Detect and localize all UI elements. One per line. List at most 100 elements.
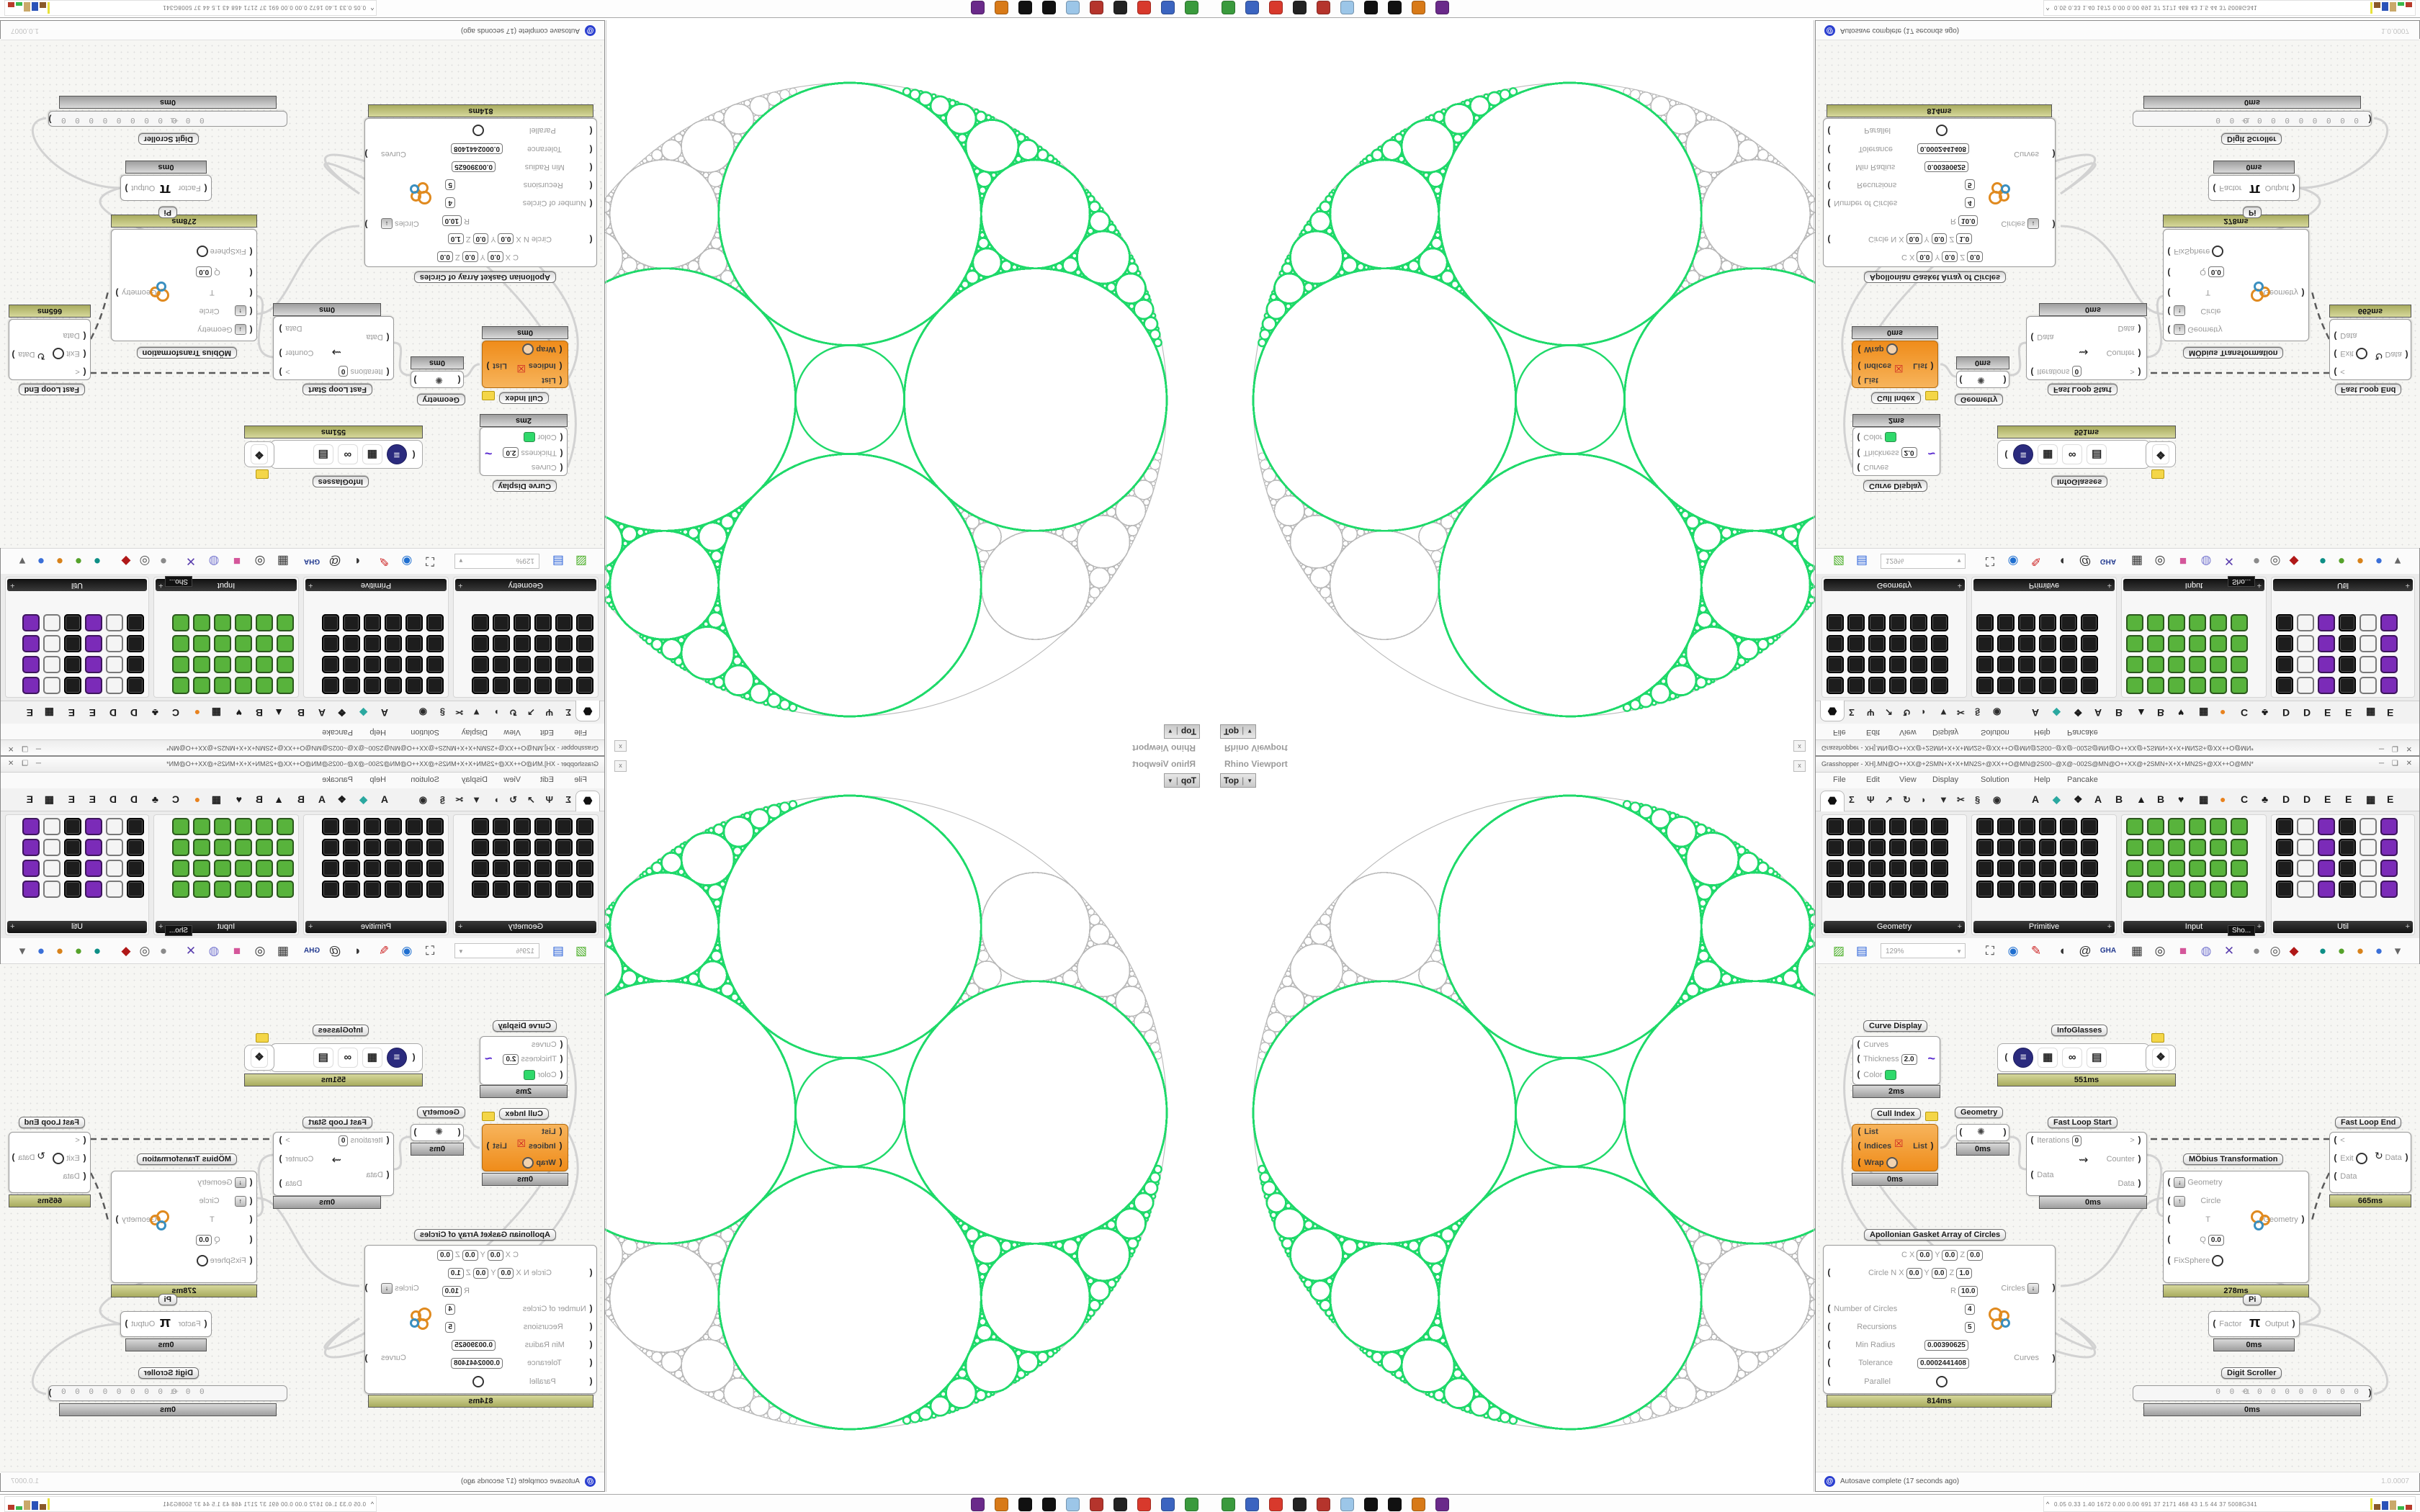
display-blue-icon[interactable]: ● xyxy=(37,554,45,568)
tab-plugin-2[interactable]: ❖ xyxy=(2074,707,2083,719)
open-file-icon[interactable]: ▨ xyxy=(1832,944,1845,958)
tab-icon-7[interactable]: § xyxy=(439,794,445,805)
palette-icon[interactable] xyxy=(2039,656,2056,673)
sphere-icon[interactable]: ● xyxy=(2252,944,2261,958)
save-file-icon[interactable]: ▤ xyxy=(552,944,565,958)
node-plugin-chip[interactable]: ❖ xyxy=(244,441,274,467)
node-curve-display[interactable]: ( Curves ( Thickness 2.0 ( Color ~ xyxy=(1852,1036,1940,1085)
color-swatch[interactable] xyxy=(524,431,536,442)
palette-icon[interactable] xyxy=(106,635,123,652)
tab-icon-5[interactable]: ▼ xyxy=(1939,707,1948,718)
sphere-icon[interactable]: ● xyxy=(159,554,168,568)
palette-icon[interactable] xyxy=(2126,818,2143,835)
taskbar-app-save-disk[interactable] xyxy=(1161,1,1175,14)
flatten-icon[interactable]: ↓ xyxy=(234,324,246,335)
palette-icon[interactable] xyxy=(106,614,123,631)
node-pi[interactable]: ( Factor π Output ) xyxy=(120,175,212,201)
flatten-icon[interactable]: ↓ xyxy=(381,218,393,229)
palette-icon[interactable] xyxy=(2276,881,2293,898)
palette-icon[interactable] xyxy=(2060,635,2077,652)
palette-icon[interactable] xyxy=(426,677,444,694)
palette-icon[interactable] xyxy=(343,860,360,877)
tab-plugin-13[interactable]: D xyxy=(2303,707,2311,719)
palette-icon[interactable] xyxy=(2380,677,2398,694)
menu-display[interactable]: Display xyxy=(461,775,488,784)
package-icon[interactable]: ■ xyxy=(233,944,241,958)
flatten-icon[interactable]: ↓ xyxy=(2027,218,2039,229)
palette-icon[interactable] xyxy=(426,635,444,652)
palette-icon[interactable] xyxy=(2060,839,2077,856)
menu-pancake[interactable]: Pancake xyxy=(2067,775,2098,784)
tab-plugin-9[interactable]: ● xyxy=(194,707,200,719)
palette-icon[interactable] xyxy=(2276,677,2293,694)
palette-icon[interactable] xyxy=(214,881,231,898)
at-icon[interactable]: @ xyxy=(328,944,341,958)
tab-plugin-17[interactable]: E xyxy=(26,707,33,719)
goggles-icon[interactable]: ∞ xyxy=(2062,444,2083,464)
node-fast-loop-start[interactable]: ( Iterations 0 > ) Counter ) ( Data Data… xyxy=(273,1132,394,1196)
palette-icon[interactable] xyxy=(64,614,81,631)
palette-icon[interactable] xyxy=(2189,839,2206,856)
list-icon[interactable]: ≡ xyxy=(386,1048,407,1068)
expand-icon[interactable]: + xyxy=(2257,581,2262,590)
tab-plugin-1[interactable]: ◆ xyxy=(2053,793,2061,805)
palette-icon[interactable] xyxy=(1976,677,1994,694)
find-icon[interactable]: ◎ xyxy=(2154,944,2166,958)
node-label-mobius[interactable]: MÖbius Transformation xyxy=(2183,1153,2284,1165)
palette-icon[interactable] xyxy=(2276,860,2293,877)
palette-icon[interactable] xyxy=(322,635,339,652)
palette-icon[interactable] xyxy=(193,881,210,898)
package-icon[interactable]: ■ xyxy=(2179,554,2187,568)
palette-icon[interactable] xyxy=(385,656,402,673)
taskbar-app-qr-two[interactable] xyxy=(1388,1498,1402,1511)
palette-icon[interactable] xyxy=(2380,860,2398,877)
tab-icon-5[interactable]: ▼ xyxy=(1939,794,1948,805)
tab-icon-7[interactable]: § xyxy=(439,707,445,718)
palette-icon[interactable] xyxy=(2081,677,2098,694)
palette-icon[interactable] xyxy=(322,881,339,898)
fixsphere-toggle[interactable] xyxy=(2212,246,2224,257)
palette-icon[interactable] xyxy=(2126,635,2143,652)
expand-icon[interactable]: + xyxy=(2107,581,2112,590)
palette-icon[interactable] xyxy=(85,818,102,835)
palette-icon[interactable] xyxy=(256,656,273,673)
tab-plugin-8[interactable]: ▦ xyxy=(2199,707,2209,719)
palette-icon[interactable] xyxy=(2081,614,2098,631)
palette-icon[interactable] xyxy=(405,818,423,835)
palette-group-label[interactable]: Geometry + xyxy=(455,921,596,933)
palette-icon[interactable] xyxy=(2189,635,2206,652)
palette-icon[interactable] xyxy=(2380,656,2398,673)
palette-icon[interactable] xyxy=(235,656,252,673)
palette-icon[interactable] xyxy=(1976,881,1994,898)
grid-icon[interactable]: ▦ xyxy=(2038,1048,2058,1068)
tab-plugin-6[interactable]: B xyxy=(2157,793,2165,805)
grasshopper-titlebar[interactable]: Grasshopper - XH].MN@O++XX@+2SMN+X+X+MN2… xyxy=(1,757,604,773)
tab-plugin-10[interactable]: C xyxy=(171,793,179,805)
tab-plugin-15[interactable]: E xyxy=(2345,707,2352,719)
drawer-icon[interactable]: ▤ xyxy=(313,1048,333,1068)
palette-icon[interactable] xyxy=(64,635,81,652)
palette-icon[interactable] xyxy=(472,860,489,877)
palette-icon[interactable] xyxy=(2060,881,2077,898)
palette-icon[interactable] xyxy=(2018,614,2035,631)
tab-icon-8[interactable]: ◉ xyxy=(1993,707,2002,718)
node-label-fast-loop-start[interactable]: Fast Loop Start xyxy=(2048,384,2118,395)
palette-icon[interactable] xyxy=(2339,860,2356,877)
node-fast-loop-end[interactable]: ( < ( Exit Data ) ( Data ↻ xyxy=(9,1132,91,1193)
palette-icon[interactable] xyxy=(193,677,210,694)
node-label-cull-index[interactable]: Cull Index xyxy=(499,1108,549,1120)
grasshopper-canvas[interactable]: Curve Display ( Curves ( Thickness 2.0 (… xyxy=(1816,964,2420,1473)
node-label-cull-index[interactable]: Cull Index xyxy=(1871,392,1921,404)
taskbar-app-red-orb[interactable] xyxy=(1137,1498,1151,1511)
palette-icon[interactable] xyxy=(534,614,552,631)
palette-icon[interactable] xyxy=(514,818,531,835)
node-label-geometry[interactable]: Geometry xyxy=(416,394,465,405)
gha-icon[interactable]: GHA xyxy=(2099,557,2117,565)
palette-icon[interactable] xyxy=(2126,839,2143,856)
tab-plugin-2[interactable]: ❖ xyxy=(2074,793,2083,805)
list-icon[interactable]: ≡ xyxy=(386,444,407,464)
taskbar-app-green-package[interactable] xyxy=(1222,1,1235,14)
taskbar-app-red-pattern[interactable] xyxy=(1090,1498,1103,1511)
node-cull-index[interactable]: ( List ( Indices ( Wrap List ) ☒ xyxy=(1852,1124,1938,1171)
palette-icon[interactable] xyxy=(2360,818,2377,835)
